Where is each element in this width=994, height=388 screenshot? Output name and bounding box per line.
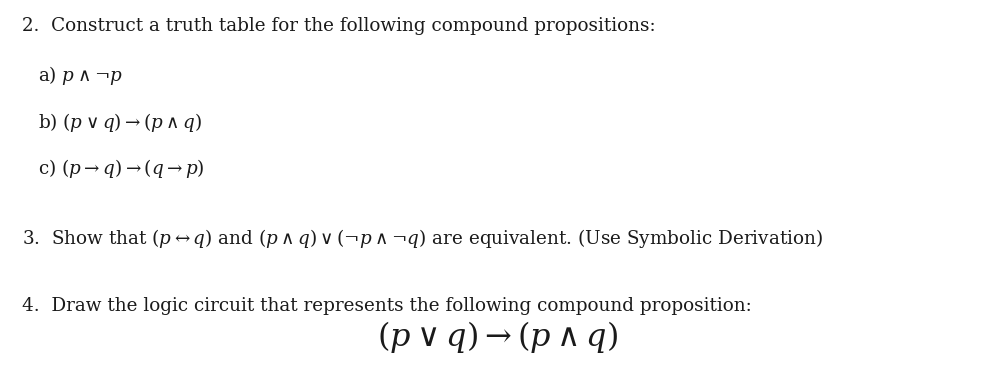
- Text: $(p \vee q) \rightarrow (p \wedge q)$: $(p \vee q) \rightarrow (p \wedge q)$: [377, 319, 617, 355]
- Text: 2.  Construct a truth table for the following compound propositions:: 2. Construct a truth table for the follo…: [22, 17, 655, 35]
- Text: 3.  Show that $(p \leftrightarrow q)$ and $(p \wedge q) \vee (\neg p \wedge \neg: 3. Show that $(p \leftrightarrow q)$ and…: [22, 227, 822, 250]
- Text: b) $(p \vee q) \rightarrow (p \wedge q)$: b) $(p \vee q) \rightarrow (p \wedge q)$: [38, 111, 202, 133]
- Text: a) $p \wedge \neg p$: a) $p \wedge \neg p$: [38, 64, 122, 87]
- Text: c) $(p \rightarrow q) \rightarrow (q \rightarrow p)$: c) $(p \rightarrow q) \rightarrow (q \ri…: [38, 157, 205, 180]
- Text: 4.  Draw the logic circuit that represents the following compound proposition:: 4. Draw the logic circuit that represent…: [22, 297, 750, 315]
